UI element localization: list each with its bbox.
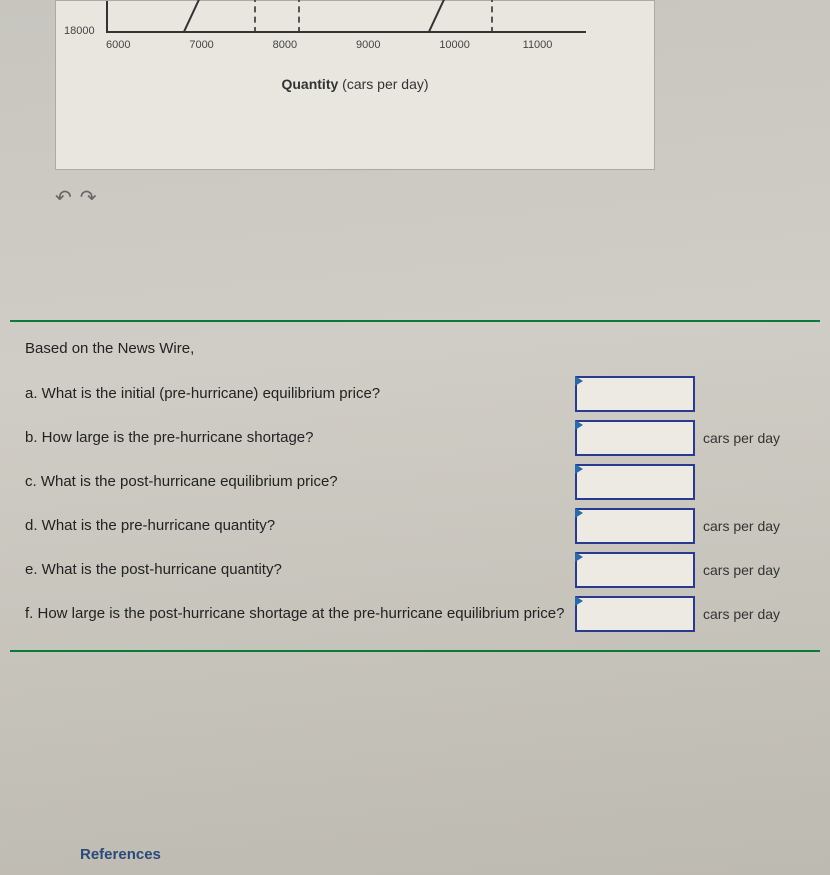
x-axis-ticks: 6000 7000 8000 9000 10000 11000 — [106, 39, 606, 51]
x-tick: 9000 — [356, 39, 439, 51]
answer-input-f[interactable] — [575, 596, 695, 632]
question-b: b. How large is the pre-hurricane shorta… — [25, 428, 565, 448]
question-d: d. What is the pre-hurricane quantity? — [25, 516, 565, 536]
y-axis-tick: 18000 — [64, 25, 95, 37]
unit-f: cars per day — [703, 606, 780, 622]
x-tick: 6000 — [106, 39, 189, 51]
unit-e: cars per day — [703, 562, 780, 578]
x-tick: 11000 — [523, 39, 606, 51]
answer-input-d[interactable] — [575, 508, 695, 544]
answer-input-b[interactable] — [575, 420, 695, 456]
x-tick: 8000 — [273, 39, 356, 51]
section-divider — [10, 320, 820, 322]
redo-icon[interactable]: ↷ — [80, 185, 97, 210]
question-a: a. What is the initial (pre-hurricane) e… — [25, 384, 565, 404]
unit-d: cars per day — [703, 518, 780, 534]
question-c: c. What is the post-hurricane equilibriu… — [25, 472, 565, 492]
x-axis-label-rest: (cars per day) — [338, 76, 428, 92]
intro-text: Based on the News Wire, — [25, 340, 805, 357]
undo-icon[interactable]: ↶ — [55, 185, 72, 210]
x-tick: 7000 — [189, 39, 272, 51]
question-e: e. What is the post-hurricane quantity? — [25, 560, 565, 580]
question-f: f. How large is the post-hurricane short… — [25, 604, 565, 624]
x-axis-label: Quantity (cars per day) — [56, 76, 654, 92]
answer-inputs: cars per day cars per day cars per day c… — [575, 372, 780, 636]
unit-b: cars per day — [703, 430, 780, 446]
section-divider — [10, 650, 820, 652]
answer-input-c[interactable] — [575, 464, 695, 500]
answer-input-a[interactable] — [575, 376, 695, 412]
chart-toolbar: ↶ ↷ — [55, 185, 97, 210]
chart-panel: 18000 6000 7000 8000 9000 10000 11000 Qu… — [55, 0, 655, 170]
x-axis-label-bold: Quantity — [281, 76, 338, 92]
x-tick: 10000 — [439, 39, 522, 51]
answer-input-e[interactable] — [575, 552, 695, 588]
chart-axes — [106, 1, 586, 33]
references-link[interactable]: References — [80, 846, 161, 863]
